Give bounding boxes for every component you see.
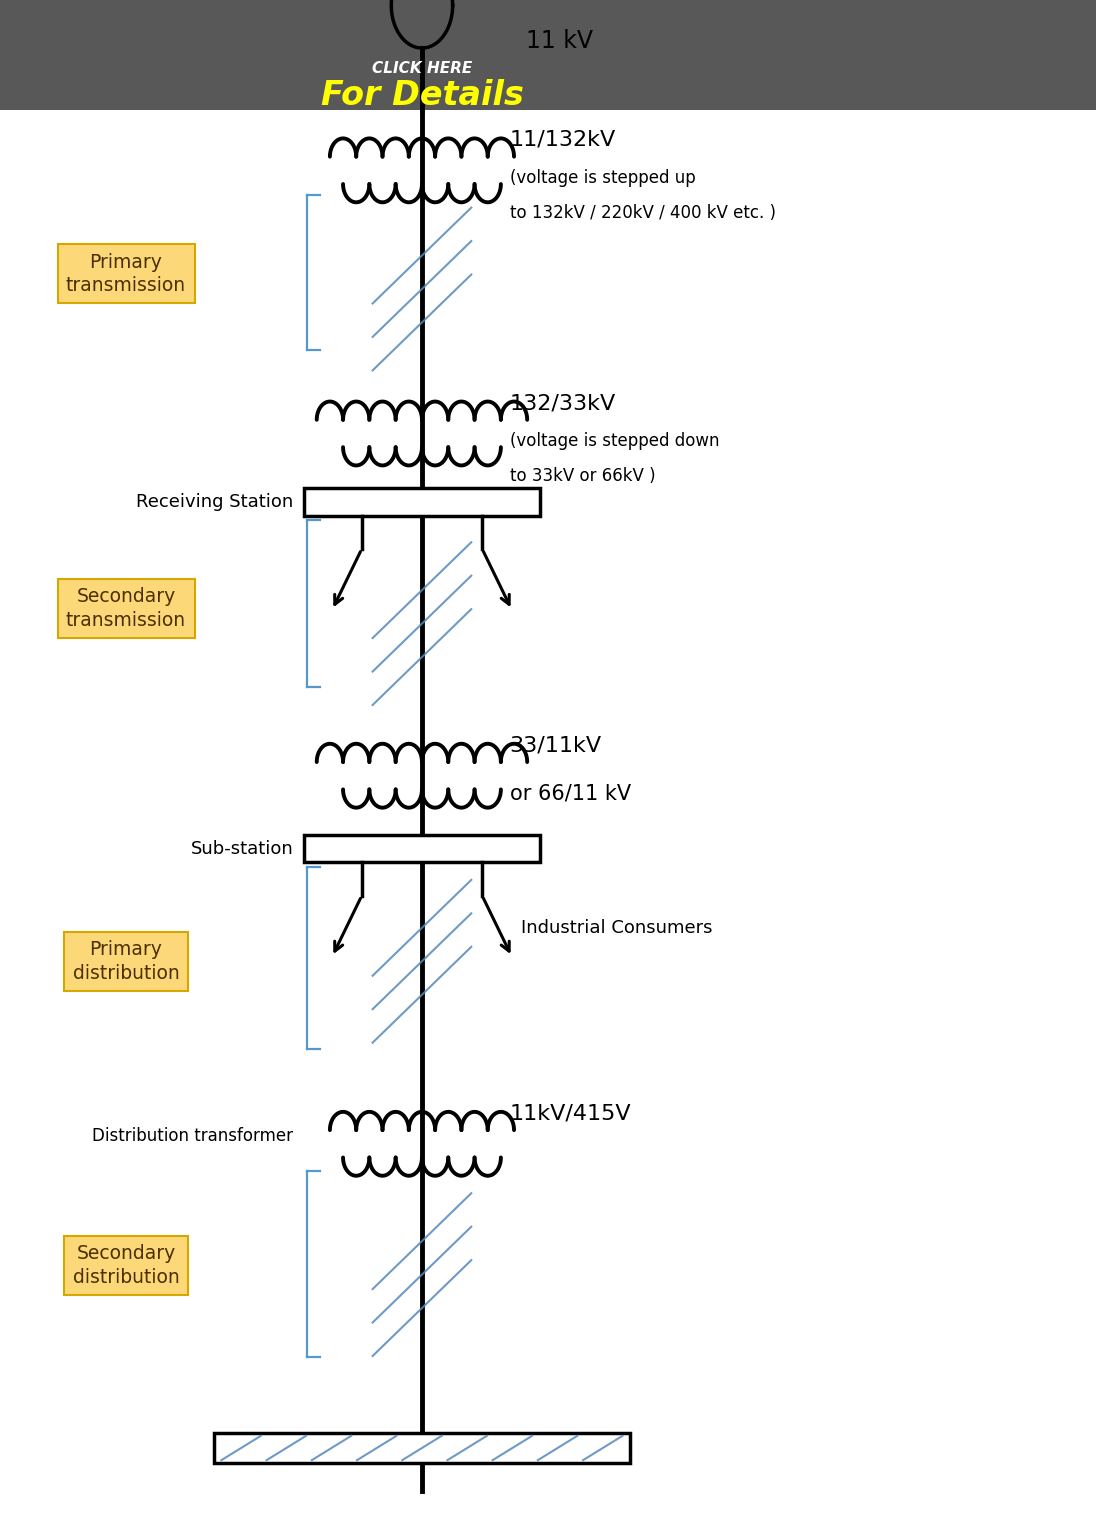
Text: Secondary
transmission: Secondary transmission [66,587,186,630]
Text: 132/33kV: 132/33kV [510,392,616,414]
Text: to 132kV / 220kV / 400 kV etc. ): to 132kV / 220kV / 400 kV etc. ) [510,204,776,222]
Text: Secondary
distribution: Secondary distribution [72,1244,180,1287]
Text: 11/132kV: 11/132kV [510,129,616,151]
Text: Industrial Consumers: Industrial Consumers [521,919,712,937]
Text: 11kV/415V: 11kV/415V [510,1103,631,1124]
Text: 11 kV: 11 kV [526,29,593,53]
Bar [0,0,1096,110]
Bar [214,1433,630,1463]
Text: Primary
distribution: Primary distribution [72,940,180,983]
Text: 33/11kV: 33/11kV [510,735,602,756]
Text: Primary
transmission: Primary transmission [66,252,186,295]
Text: Distribution transformer: Distribution transformer [92,1127,294,1145]
Text: Sub-station: Sub-station [191,840,294,858]
Text: Receiving Station: Receiving Station [136,493,294,511]
Bar [305,835,540,862]
Text: (voltage is stepped up: (voltage is stepped up [510,169,695,187]
Text: (voltage is stepped down: (voltage is stepped down [510,432,719,450]
Text: CLICK HERE: CLICK HERE [372,61,472,76]
Text: to 33kV or 66kV ): to 33kV or 66kV ) [510,467,655,485]
Bar [305,488,540,516]
Text: or 66/11 kV: or 66/11 kV [510,783,631,805]
Text: For Details: For Details [320,79,524,113]
